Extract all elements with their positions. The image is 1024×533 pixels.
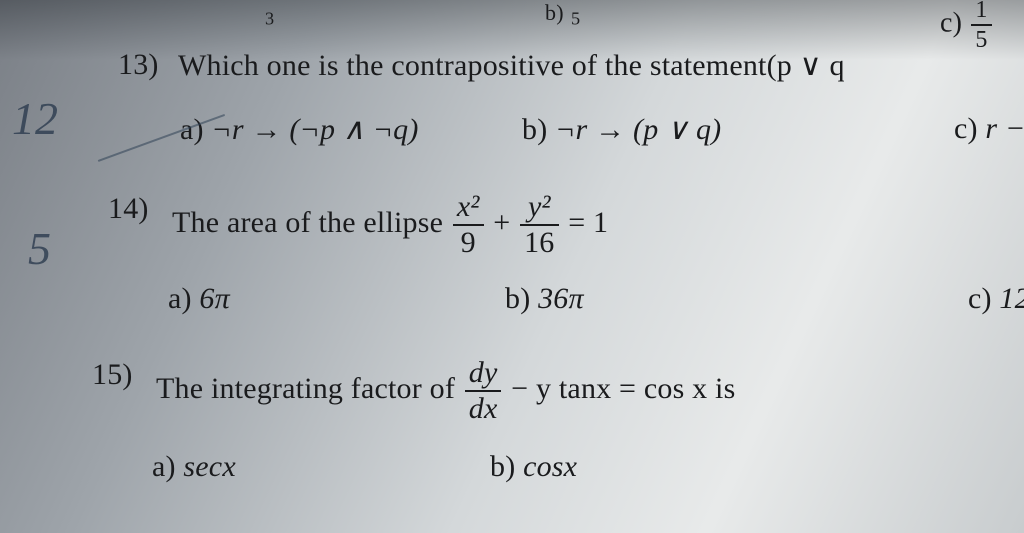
q14-c-value: 12	[999, 282, 1024, 315]
q13-option-b: b) ¬r → (p ∨ q)	[522, 112, 721, 147]
q14-c-label: c)	[968, 282, 992, 315]
q13-c-label: c)	[954, 112, 978, 145]
prev-opt-a-sub: 3	[265, 0, 274, 26]
handwritten-12: 12	[12, 92, 58, 145]
q14-a-label: a)	[168, 282, 192, 315]
q14-option-c: c) 12	[968, 282, 1024, 316]
q15-frac-top: dy	[465, 358, 502, 392]
q14-text: The area of the ellipse x² 9 + y² 16 = 1	[172, 192, 608, 258]
q15-b-label: b)	[490, 450, 515, 483]
q14-frac2-top: y²	[520, 192, 558, 226]
q14-frac2-bot: 16	[520, 226, 558, 258]
q15-a-label: a)	[152, 450, 176, 483]
q15-option-a: a) secx	[152, 450, 236, 484]
q13-number: 13)	[118, 48, 159, 82]
q13-b-label: b)	[522, 113, 547, 146]
q14-option-a: a) 6π	[168, 282, 230, 316]
q14-plus: +	[493, 206, 518, 239]
q14-eq: = 1	[568, 206, 608, 239]
q13-text: Which one is the contrapositive of the s…	[178, 48, 845, 83]
prev-opt-c-label: c)	[940, 7, 962, 38]
q14-b-value: 36π	[538, 282, 584, 315]
prev-opt-c: c) 1 5	[940, 0, 994, 52]
q13-a-expr: ¬r → (¬p ∧ ¬q)	[211, 113, 418, 146]
q14-a-value: 6π	[199, 282, 229, 315]
q14-frac1-top: x²	[453, 192, 484, 226]
q14-number: 14)	[108, 192, 149, 226]
q15-option-b: b) cosx	[490, 450, 577, 484]
q15-a-value: secx	[183, 450, 235, 483]
q15-frac-bot: dx	[465, 392, 502, 424]
q14-b-label: b)	[505, 282, 530, 315]
q15-b-value: cosx	[523, 450, 577, 483]
q15-prefix: The integrating factor of	[156, 372, 463, 405]
q13-c-expr: r −	[985, 112, 1024, 145]
q15-suffix: − y tanx = cos x is	[511, 372, 735, 405]
prev-opt-c-top: 1	[971, 0, 991, 26]
q15-number: 15)	[92, 358, 133, 392]
sub-5: 5	[571, 9, 580, 29]
prev-opt-b-sub: b) 5	[545, 0, 580, 26]
q14-prefix: The area of the ellipse	[172, 206, 451, 239]
sub-3: 3	[265, 9, 274, 29]
q14-option-b: b) 36π	[505, 282, 584, 316]
q13-option-c: c) r −	[954, 112, 1024, 146]
q14-frac1-bot: 9	[453, 226, 484, 258]
handwritten-5: 5	[28, 222, 51, 275]
prev-opt-c-bot: 5	[971, 26, 991, 52]
q15-text: The integrating factor of dy dx − y tanx…	[156, 358, 735, 424]
exam-page: 3 b) 5 c) 1 5 13) Which one is the contr…	[0, 0, 1024, 533]
q13-b-expr: ¬r → (p ∨ q)	[555, 113, 721, 146]
